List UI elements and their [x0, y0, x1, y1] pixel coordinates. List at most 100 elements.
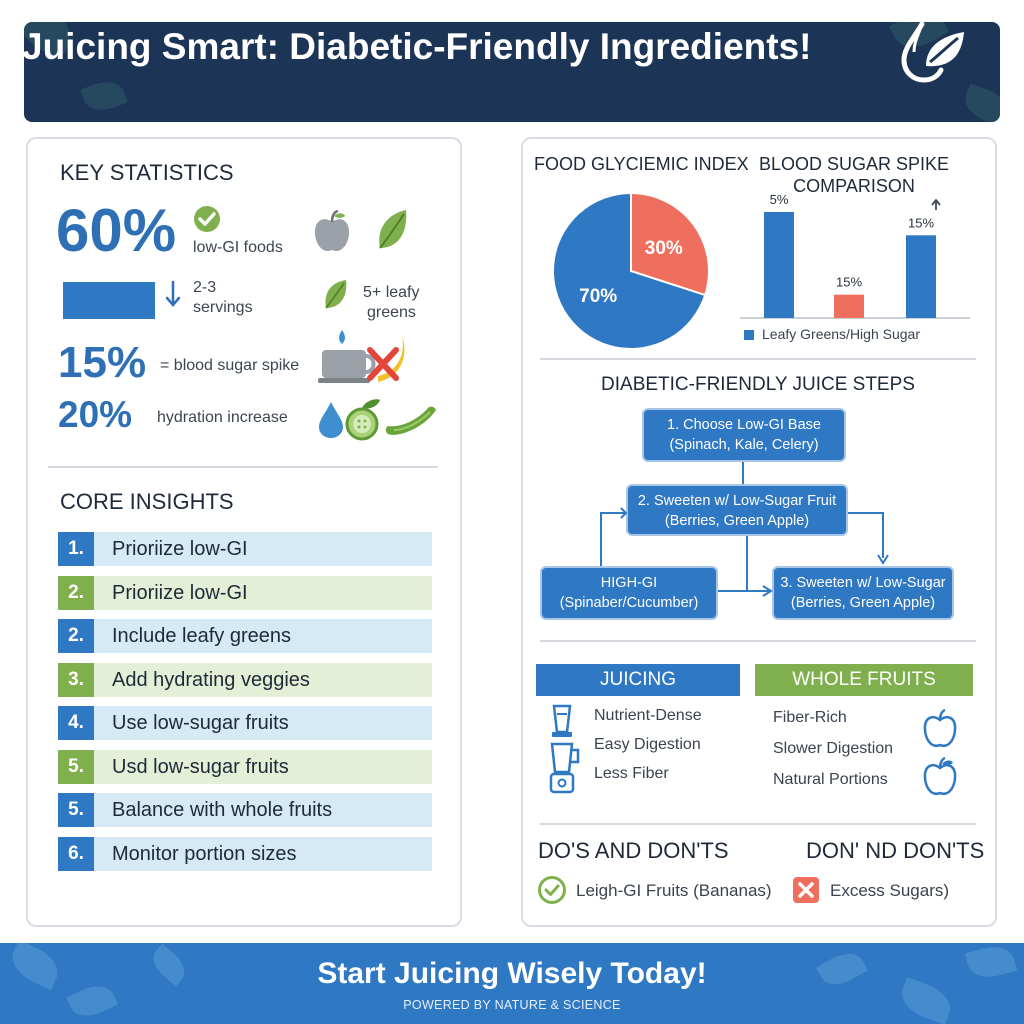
insight-number: 2.: [58, 619, 94, 653]
insight-number: 5.: [58, 793, 94, 827]
flow-connector: [846, 512, 882, 514]
blender-icon: [549, 742, 580, 794]
cucumber-icon: [385, 406, 436, 435]
juicing-header: JUICING: [536, 664, 740, 696]
stat-60-label: low-GI foods: [193, 239, 283, 256]
insight-number: 2.: [58, 575, 94, 610]
arrow-right-icon: [762, 585, 773, 597]
pie-slice: [630, 191, 710, 297]
stat-20-value: 20%: [58, 394, 133, 435]
legend-label: Leafy Greens/High Sugar: [762, 326, 920, 342]
servings-line2: servings: [193, 299, 253, 316]
stat-15-value: 15%: [58, 338, 147, 387]
pie-slice: [552, 191, 707, 350]
insight-row: 2. Include leafy greens: [58, 619, 432, 653]
flow-step-3: 3. Sweeten w/ Low-Sugar (Berries, Green …: [772, 566, 954, 620]
flow-step-1-line2: (Spinach, Kale, Celery): [669, 437, 819, 453]
insight-row: 3. Add hydrating veggies: [58, 662, 432, 697]
decorative-leaf: [80, 76, 128, 116]
stat-60-value: 60%: [56, 197, 177, 264]
pie-slice-label: 70%: [579, 286, 617, 307]
flow-step-2-line1: 2. Sweeten w/ Low-Sugar Fruit: [637, 493, 837, 509]
insight-row: 4. Use low-sugar fruits: [58, 706, 432, 740]
servings-line1: 2-3: [193, 279, 217, 296]
legend-swatch: [744, 330, 754, 340]
flow-step-2: 2. Sweeten w/ Low-Sugar Fruit (Berries, …: [626, 484, 848, 536]
divider: [540, 823, 976, 825]
arrow-right-icon: [614, 507, 628, 519]
bar: [834, 294, 864, 318]
header-banner: [24, 22, 1000, 122]
dont-item: Excess Sugars): [830, 881, 950, 900]
pie-slice-label: 30%: [645, 238, 683, 259]
servings-bar: [63, 282, 155, 319]
bar: [764, 212, 794, 318]
insight-label: Add hydrating veggies: [112, 668, 310, 691]
donts-heading: DON' ND DON'TS: [806, 838, 985, 863]
flow-step-1: 1. Choose Low-GI Base (Spinach, Kale, Ce…: [642, 408, 846, 462]
flow-step-1-line1: 1. Choose Low-GI Base: [667, 417, 821, 433]
insight-label: Monitor portion sizes: [112, 842, 297, 865]
insight-label: Prioriize low-GI: [112, 581, 248, 604]
check-circle-icon: [538, 876, 566, 904]
insight-row: 2. Prioriize low-GI: [58, 575, 432, 610]
flow-high-gi-line2: (Spinaber/Cucumber): [559, 595, 699, 611]
key-statistics-heading: KEY STATISTICS: [60, 160, 234, 185]
insight-label: Balance with whole fruits: [112, 799, 333, 821]
juicing-item: Less Fiber: [594, 765, 669, 782]
leaf-icon: [325, 280, 347, 309]
arrow-down-icon: [877, 554, 889, 565]
leaf-icon: [379, 210, 407, 249]
insight-number: 5.: [58, 749, 94, 784]
insight-row: 5. Balance with whole fruits: [58, 793, 432, 827]
decorative-leaf: [960, 83, 1000, 122]
flow-connector: [742, 460, 744, 486]
insight-number: 3.: [58, 662, 94, 697]
divider: [540, 358, 976, 360]
flow-connector: [600, 512, 626, 514]
insight-label: Use low-sugar fruits: [112, 712, 289, 734]
check-circle-icon: [194, 206, 220, 232]
flow-connector: [746, 534, 748, 590]
apple-icon: [314, 210, 350, 252]
whole-fruits-header: WHOLE FRUITS: [755, 664, 973, 696]
water-drop-icon: [319, 402, 343, 438]
apple-icon: [923, 756, 957, 795]
insight-label: Include leafy greens: [112, 625, 292, 647]
insight-row: 1. Prioriize low-GI: [58, 532, 432, 566]
cucumber-slice-icon: [345, 399, 380, 441]
juicing-item: Nutrient-Dense: [594, 707, 702, 724]
page-title: Juicing Smart: Diabetic-Friendly Ingredi…: [22, 26, 812, 67]
blood-sugar-bar-chart: 5% 15% 15% Leafy Greens/High Sugar: [740, 192, 970, 342]
water-drop-leaf-icon: [901, 21, 964, 83]
glycemic-index-pie-chart: 30% 70%: [552, 191, 710, 350]
whole-fruits-item: Fiber-Rich: [773, 709, 847, 726]
flow-step-3-line2: (Berries, Green Apple): [790, 595, 936, 611]
leafy-greens-line2: greens: [367, 304, 416, 321]
flow-step-3-line1: 3. Sweeten w/ Low-Sugar: [780, 575, 946, 591]
flow-high-gi: HIGH-GI (Spinaber/Cucumber): [540, 566, 718, 620]
insight-label: Usd low-sugar fruits: [112, 755, 289, 778]
bar-chart-title-line1: BLOOD SUGAR SPIKE: [758, 154, 950, 174]
flow-high-gi-line1: HIGH-GI: [600, 575, 658, 591]
core-insights-heading: CORE INSIGHTS: [60, 489, 234, 514]
insight-number: 1.: [58, 532, 94, 566]
insight-row: 6. Monitor portion sizes: [58, 836, 432, 871]
flow-connector: [882, 512, 884, 558]
pie-chart-title: FOOD GLYCIEMIC INDEX: [534, 154, 749, 174]
footer-title: Start Juicing Wisely Today!: [317, 957, 707, 990]
do-item: Leigh-GI Fruits (Bananas): [576, 881, 772, 900]
divider: [540, 640, 976, 642]
arrow-up-icon: [931, 198, 941, 210]
flow-connector: [718, 590, 770, 592]
footer-subtitle: POWERED BY NATURE & SCIENCE: [403, 998, 621, 1012]
juicing-item: Easy Digestion: [594, 736, 701, 753]
stat-20-label: hydration increase: [157, 409, 288, 426]
bar-value-label: 15%: [836, 275, 862, 290]
whole-fruits-item: Slower Digestion: [773, 740, 894, 757]
footer-banner: [0, 943, 1024, 1024]
insight-row: 5. Usd low-sugar fruits: [58, 749, 432, 784]
insight-label: Prioriize low-GI: [112, 538, 248, 560]
whole-fruits-item: Natural Portions: [773, 771, 888, 788]
apple-icon: [923, 708, 957, 747]
